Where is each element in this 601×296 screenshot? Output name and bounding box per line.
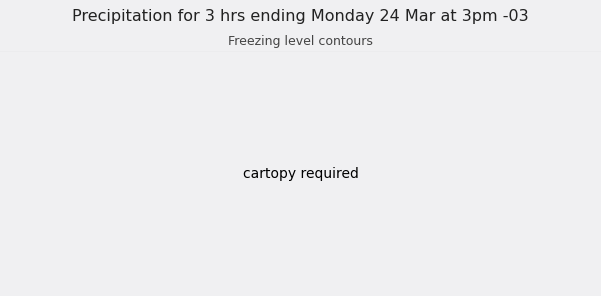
Text: cartopy required: cartopy required [243, 167, 358, 181]
Text: Precipitation for 3 hrs ending Monday 24 Mar at 3pm -03: Precipitation for 3 hrs ending Monday 24… [72, 9, 529, 24]
Text: Freezing level contours: Freezing level contours [228, 35, 373, 48]
